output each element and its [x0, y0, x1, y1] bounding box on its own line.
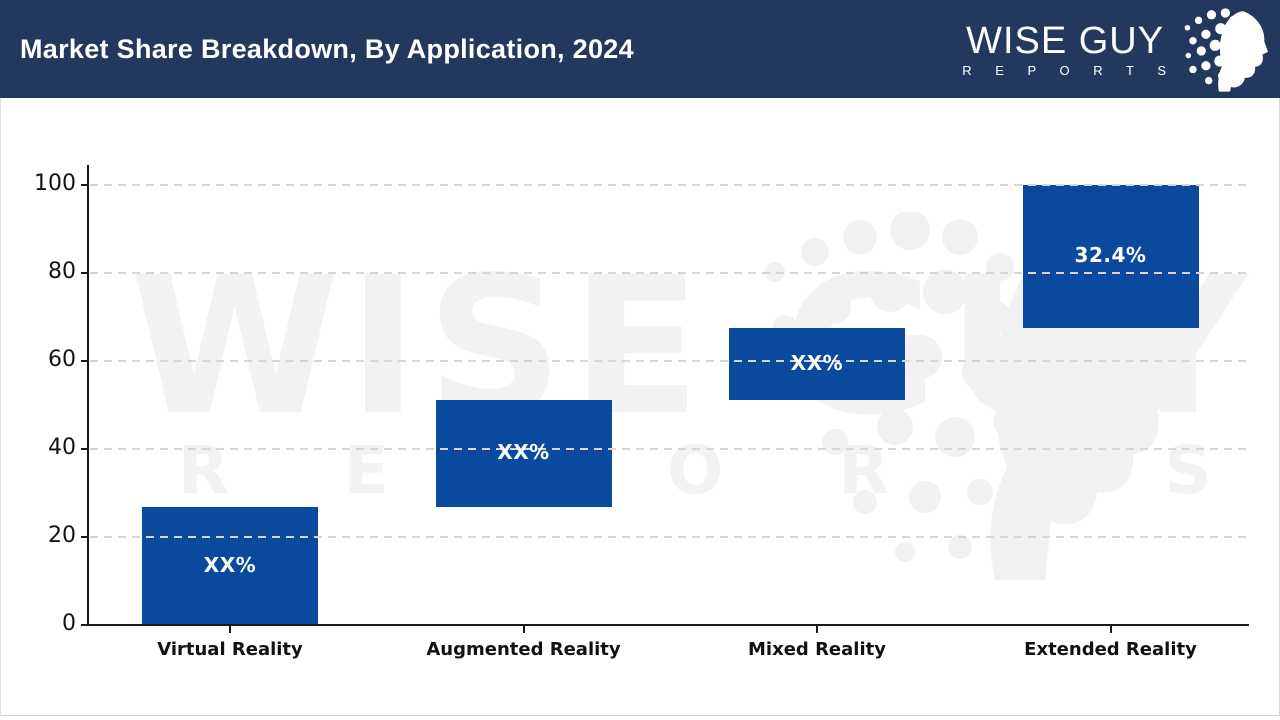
wise-guy-reports-logo: WISE GUY R E P O R T S	[954, 4, 1268, 96]
y-tick-mark	[81, 448, 88, 450]
x-axis-label: Extended Reality	[1024, 639, 1197, 660]
y-tick-label: 60	[48, 347, 76, 372]
page-title: Market Share Breakdown, By Application, …	[20, 33, 634, 64]
y-tick-label: 20	[48, 523, 76, 548]
watermark-face-dots	[765, 212, 1175, 580]
bar	[729, 327, 905, 400]
x-tick-mark	[1109, 626, 1112, 633]
y-tick-label: 100	[34, 171, 76, 196]
y-tick-label: 0	[62, 611, 76, 636]
logo-face-icon	[1184, 8, 1268, 92]
logo-text: WISE GUY R E P O R T S	[954, 20, 1176, 78]
x-axis-label: Augmented Reality	[426, 639, 621, 660]
y-tick-mark	[81, 536, 88, 538]
y-tick-mark	[81, 184, 88, 186]
y-axis-spine	[87, 165, 89, 625]
bar-value-label: XX%	[497, 440, 550, 465]
gridline	[90, 272, 1248, 274]
x-tick-mark	[816, 626, 818, 633]
gridline	[90, 184, 1248, 186]
gridline	[90, 536, 1248, 538]
y-tick-label: 80	[48, 259, 76, 284]
y-tick-mark	[81, 624, 88, 626]
y-tick-label: 40	[48, 435, 76, 460]
bar	[142, 506, 318, 625]
gridline	[90, 448, 1248, 450]
x-axis-label: Virtual Reality	[157, 639, 303, 660]
x-axis-label: Mixed Reality	[748, 639, 886, 660]
logo-wiseguy-label: WISE GUY	[966, 20, 1165, 63]
bar-value-label: XX%	[203, 552, 257, 577]
bar	[1022, 185, 1199, 328]
bar	[435, 399, 612, 507]
header-bar: Market Share Breakdown, By Application, …	[0, 0, 1280, 98]
logo-reports-label: R E P O R T S	[962, 62, 1176, 78]
bar-value-label: XX%	[790, 350, 844, 375]
bar-value-label: 32.4%	[1074, 243, 1147, 268]
x-axis-spine	[87, 624, 1249, 626]
y-tick-mark	[81, 360, 88, 362]
gridline	[90, 360, 1248, 362]
x-tick-mark	[522, 626, 525, 633]
x-tick-mark	[229, 626, 231, 633]
y-tick-mark	[81, 272, 88, 274]
